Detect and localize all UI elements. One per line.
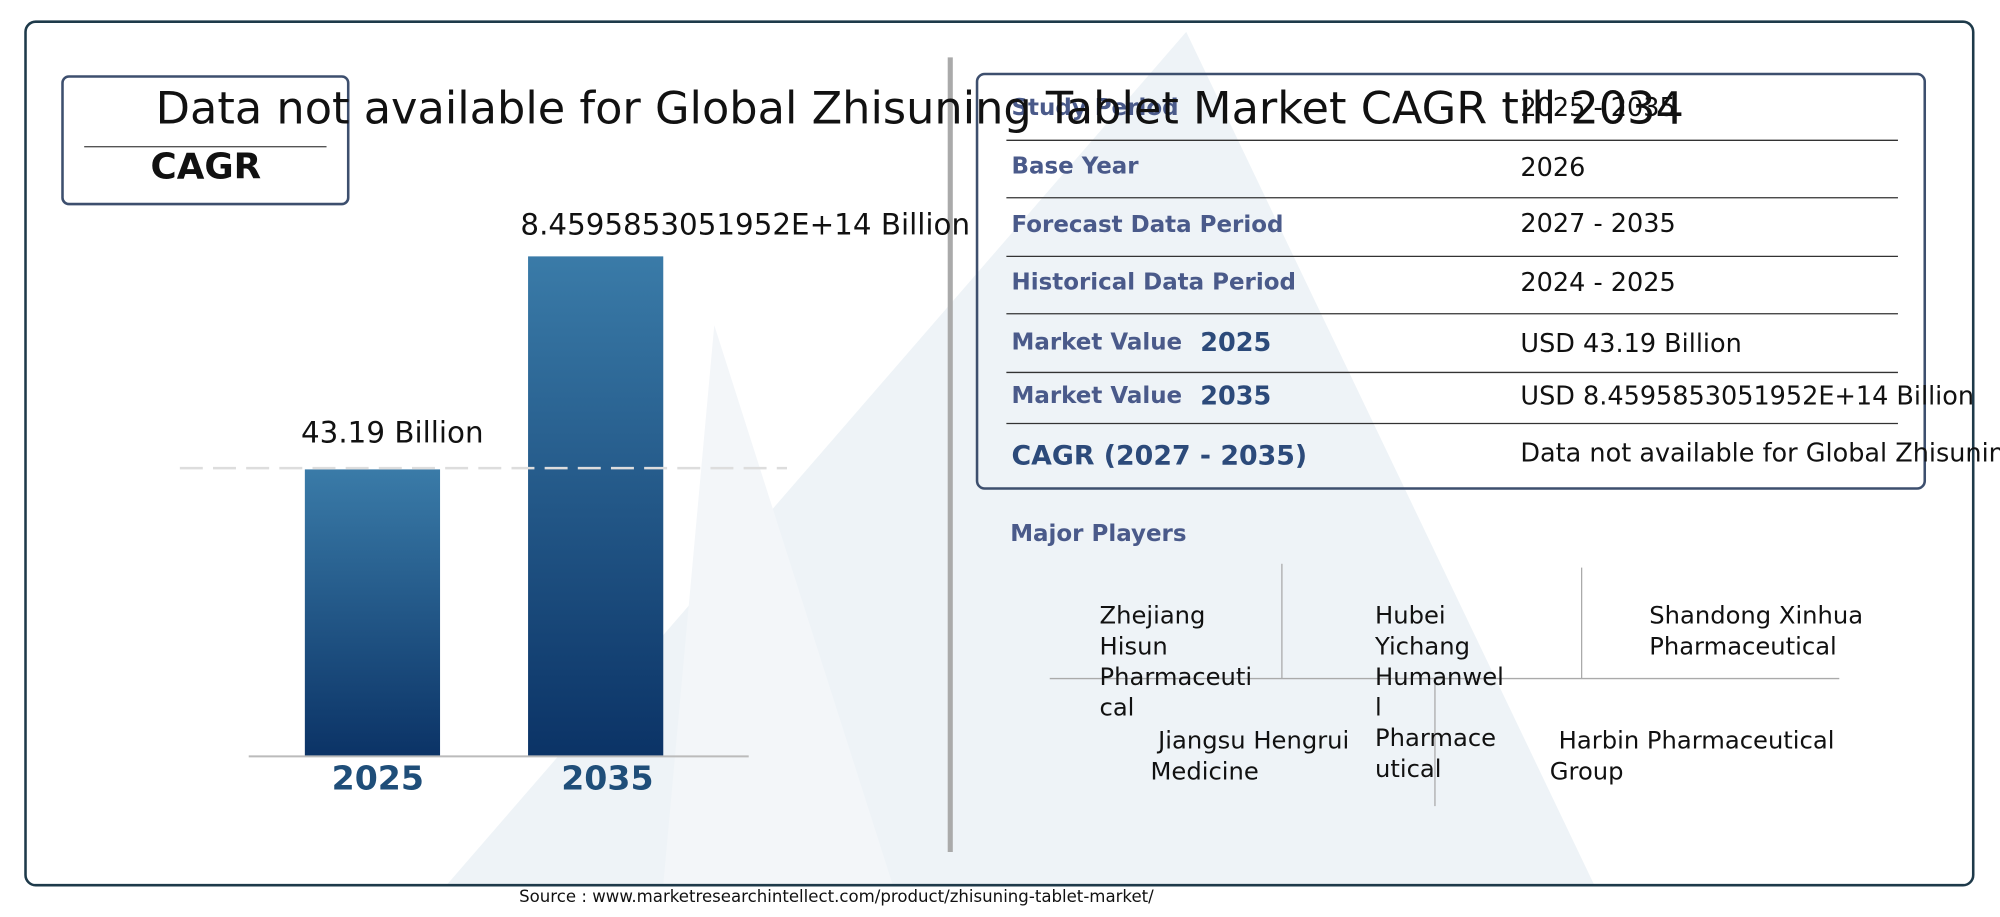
row-year: 2025	[1200, 326, 1272, 358]
row-label: Base Year	[1011, 153, 1139, 180]
row-value: USD 8.4595853051952E+14 Billion	[1520, 380, 1975, 411]
bar	[528, 256, 664, 757]
bar-year: 2035	[561, 760, 654, 799]
row-value: 2026	[1520, 151, 1586, 183]
row-label: Market Value	[1011, 382, 1183, 410]
player: Jiangsu Hengrui Medicine	[1150, 727, 1350, 786]
row-label: Study Period	[1011, 94, 1179, 122]
row-label: Forecast Data Period	[1011, 211, 1284, 239]
bar-label: 43.19 Billion	[301, 417, 484, 451]
cagr-box	[61, 75, 350, 206]
bar-year: 2025	[331, 760, 424, 799]
row-label: Market Value	[1011, 329, 1183, 356]
player: Zhejiang Hisun Pharmaceutical	[1099, 602, 1253, 722]
row-value: Data not available for Global Zhisuning	[1520, 437, 2000, 469]
player: Shandong Xinhua Pharmaceutical	[1649, 602, 1864, 661]
bar	[304, 469, 441, 757]
row-value: USD 43.19 Billion	[1520, 327, 1742, 359]
player: Hubei Yichang Humanwell Pharmaceutical	[1374, 602, 1504, 784]
row-label: Historical Data Period	[1011, 269, 1296, 296]
cagr-label: CAGR	[150, 145, 262, 188]
table-lines	[1006, 139, 1898, 425]
outer-border	[24, 20, 1975, 887]
player-lines	[1049, 563, 1840, 807]
cagr-text: Data not available for Global Zhisuning …	[155, 84, 1684, 136]
row-label: CAGR (2027 - 2035)	[1011, 440, 1308, 471]
bar-label: 8.4595853051952E+14 Billion	[520, 209, 971, 243]
players-title: Major Players	[1010, 520, 1187, 548]
row-year: 2035	[1200, 380, 1272, 411]
player: Harbin Pharmaceutical Group	[1549, 727, 1835, 786]
row-value: 2027 - 2035	[1520, 207, 1676, 239]
row-value: 2024 - 2025	[1520, 266, 1676, 298]
row-value: 2025 - 2035	[1520, 91, 1676, 123]
table-box	[975, 72, 1927, 490]
source: Source : www.marketresearchintellect.com…	[519, 887, 1154, 907]
watermark	[663, 325, 893, 886]
